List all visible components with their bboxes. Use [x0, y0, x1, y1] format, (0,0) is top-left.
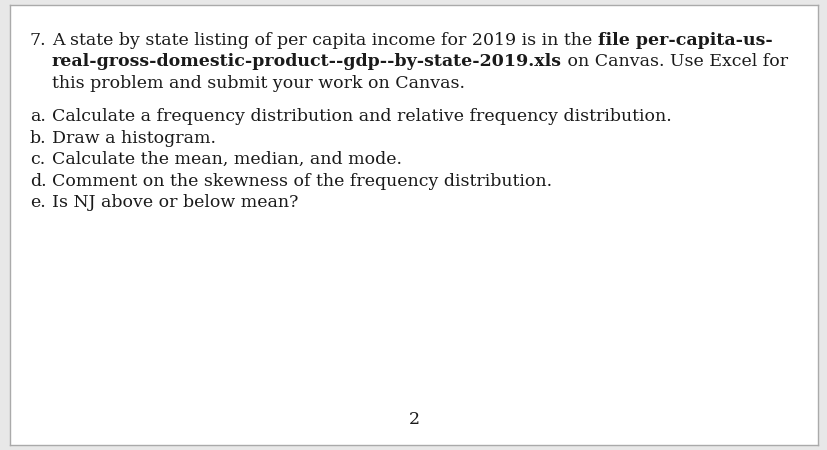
Text: this problem and submit your work on Canvas.: this problem and submit your work on Can… [52, 75, 465, 92]
Text: Comment on the skewness of the frequency distribution.: Comment on the skewness of the frequency… [52, 173, 552, 190]
Text: c.: c. [30, 151, 45, 168]
Text: 7.: 7. [30, 32, 46, 49]
Text: real-gross-domestic-product--gdp--by-state-2019.xls: real-gross-domestic-product--gdp--by-sta… [52, 54, 562, 71]
Text: a.: a. [30, 108, 45, 126]
Text: on Canvas. Use Excel for: on Canvas. Use Excel for [562, 54, 787, 71]
Text: e.: e. [30, 194, 45, 212]
Text: Is NJ above or below mean?: Is NJ above or below mean? [52, 194, 298, 212]
Text: file per-capita-us-: file per-capita-us- [597, 32, 772, 49]
Text: A state by state listing of per capita income for 2019 is in the: A state by state listing of per capita i… [52, 32, 597, 49]
Text: d.: d. [30, 173, 46, 190]
Text: 2: 2 [408, 410, 419, 428]
Text: Calculate the mean, median, and mode.: Calculate the mean, median, and mode. [52, 151, 402, 168]
Text: Calculate a frequency distribution and relative frequency distribution.: Calculate a frequency distribution and r… [52, 108, 671, 126]
Text: b.: b. [30, 130, 46, 147]
Text: Draw a histogram.: Draw a histogram. [52, 130, 216, 147]
